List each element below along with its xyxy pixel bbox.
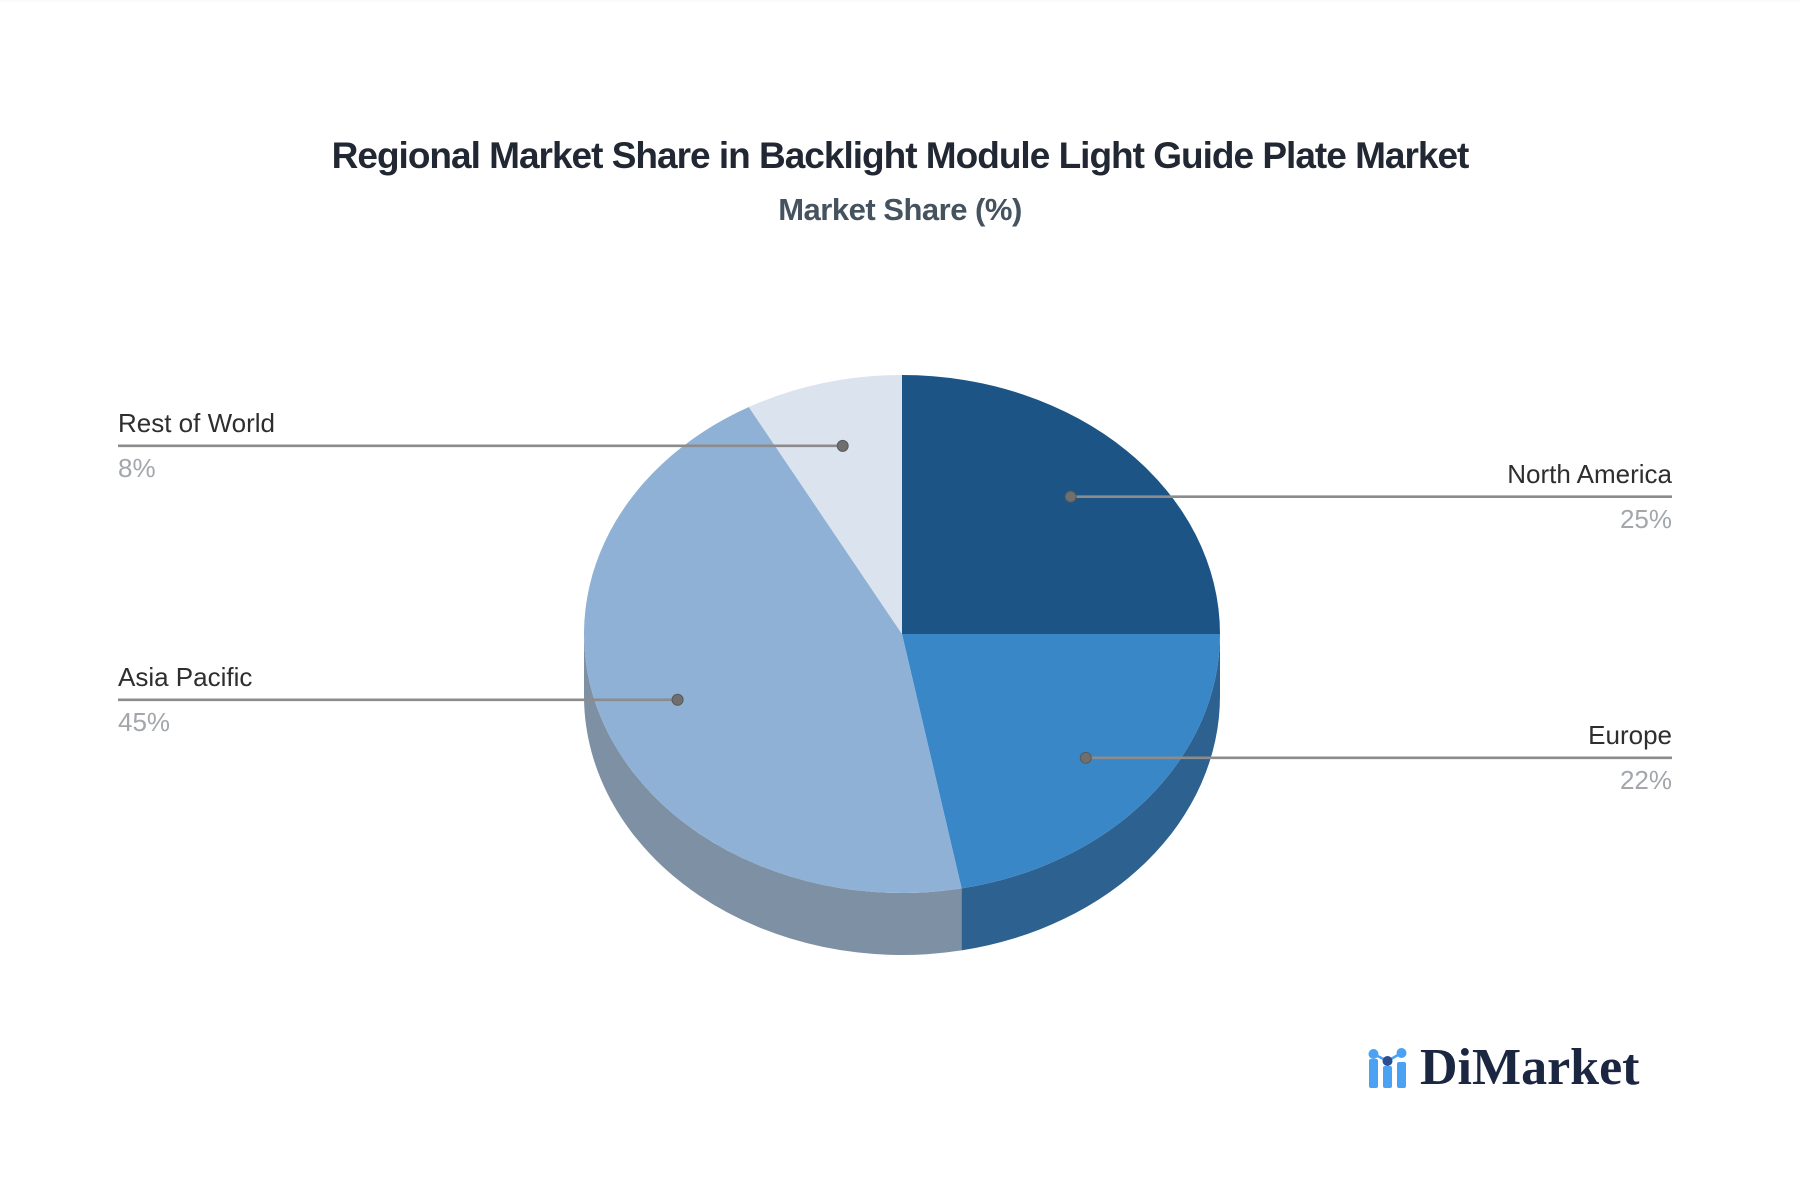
callout-europe: Europe 22% (1252, 720, 1672, 795)
slice-label: North America (1507, 458, 1672, 489)
callout-rest-of-world: Rest of World 8% (118, 408, 538, 483)
slice-value: 45% (118, 706, 171, 737)
slice-label: Rest of World (118, 407, 276, 438)
callout-north-america: North America 25% (1252, 459, 1672, 534)
slice-label: Asia Pacific (118, 661, 253, 692)
brand-logo-text: DiMarket (1420, 1039, 1640, 1096)
slice-value: 25% (1619, 503, 1672, 534)
chart-title: Regional Market Share in Backlight Modul… (331, 135, 1470, 176)
chart-subtitle: Market Share (%) (778, 192, 1022, 227)
slice-value: 8% (118, 452, 156, 483)
bar-line-chart-icon (1368, 1048, 1407, 1088)
slice-label: Europe (1588, 719, 1672, 750)
callout-asia-pacific: Asia Pacific 45% (118, 662, 538, 737)
slice-value: 22% (1619, 764, 1672, 795)
